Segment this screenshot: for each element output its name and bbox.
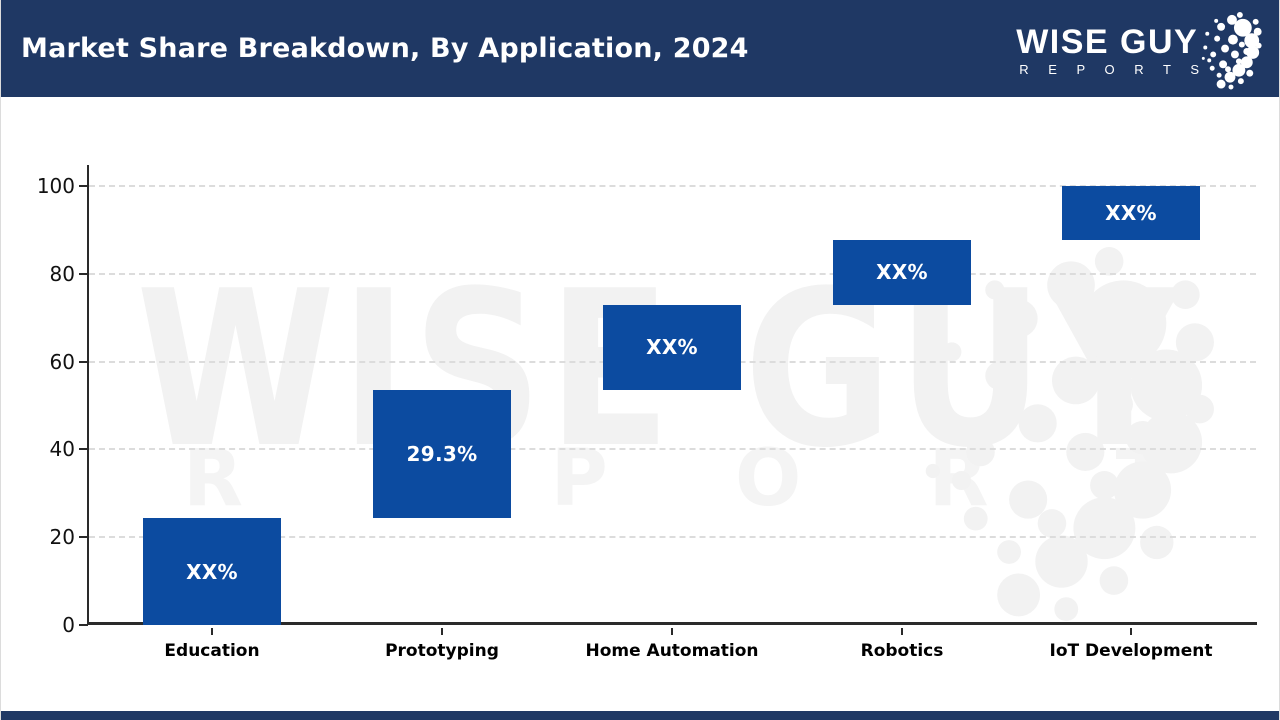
brand-logo: WISE GUY R E P O R T S: [1016, 8, 1267, 92]
bar-prototyping: 29.3%: [373, 389, 511, 519]
axes: [87, 165, 1257, 625]
bar-home-automation: XX%: [603, 304, 741, 390]
bar-value-label: XX%: [646, 335, 698, 360]
x-category-label: Prototyping: [385, 641, 499, 661]
bar-value-label: 29.3%: [406, 442, 478, 466]
y-tick-label: 80: [49, 261, 75, 286]
x-tick-mark: [211, 628, 213, 635]
y-tick-label: 40: [49, 437, 75, 462]
y-tick-mark: [79, 360, 88, 363]
bar-robotics: XX%: [833, 239, 971, 305]
bar-value-label: XX%: [876, 260, 928, 285]
logo-text: WISE GUY R E P O R T S: [1016, 24, 1207, 77]
x-category-label: Robotics: [860, 641, 944, 661]
bar-iot-development: XX%: [1062, 186, 1200, 240]
x-tick-mark: [441, 628, 443, 635]
y-gridline: [89, 185, 1256, 187]
x-category-label: Education: [164, 641, 260, 661]
y-tick-mark: [79, 624, 88, 626]
x-tick-mark: [901, 628, 903, 635]
y-tick-mark: [79, 272, 88, 275]
logo-wordmark: WISE GUY: [1016, 22, 1199, 61]
y-gridline: [89, 448, 1256, 451]
y-gridline: [89, 536, 1256, 539]
y-tick-mark: [79, 448, 88, 451]
footer-bar: [1, 711, 1279, 720]
header: Market Share Breakdown, By Application, …: [1, 0, 1279, 97]
bar-value-label: XX%: [1105, 200, 1157, 225]
page-title: Market Share Breakdown, By Application, …: [21, 33, 749, 64]
y-tick-label: 0: [62, 613, 75, 637]
logo-subtext: R E P O R T S: [1019, 61, 1207, 77]
y-tick-label: 100: [36, 174, 75, 198]
x-category-label: IoT Development: [1049, 641, 1213, 661]
y-tick-label: 60: [49, 349, 75, 374]
y-tick-mark: [79, 536, 88, 539]
y-tick-mark: [79, 185, 88, 187]
x-category-label: Home Automation: [585, 641, 759, 661]
bar-education: XX%: [143, 518, 281, 625]
y-gridline: [89, 272, 1256, 275]
x-tick-mark: [1130, 628, 1132, 635]
x-tick-mark: [671, 628, 673, 635]
y-tick-label: 20: [49, 525, 75, 550]
bar-value-label: XX%: [186, 559, 238, 584]
